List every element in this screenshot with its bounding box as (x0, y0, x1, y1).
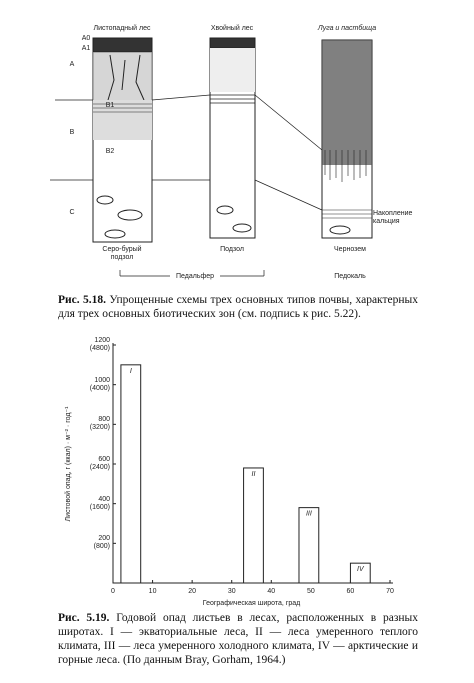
soil-label: Чернозем (334, 246, 366, 253)
bar-label: I (130, 368, 132, 375)
y-tick-label: 200 (800) (93, 535, 110, 551)
chernozem-layer (322, 40, 372, 165)
stone (96, 195, 114, 205)
bands (93, 103, 152, 113)
roots (107, 54, 145, 101)
stone (117, 209, 143, 221)
caption: Рис. 5.18. Упрощенные схемы трех основны… (58, 293, 418, 321)
caption-text: Годовой опад листьев в лесах, расположен… (58, 612, 419, 666)
group-brace (119, 270, 265, 277)
leached-layer (93, 52, 152, 100)
stone (232, 223, 252, 233)
horizon-label: B (70, 129, 75, 136)
group-label: Педокаль (334, 273, 366, 280)
horizon-label: A (70, 61, 75, 68)
x-tick-label: 60 (347, 588, 355, 595)
horizon-label: C (69, 209, 74, 216)
y-tick-label: 1200 (4800) (89, 337, 110, 352)
y-tick-label: 600 (2400) (89, 456, 110, 471)
bar-label: III (306, 511, 312, 518)
caption-number: Рис. 5.18. (58, 294, 106, 306)
bar (298, 507, 320, 584)
stone (216, 205, 234, 215)
y-axis-label: Листовой опад, г (ккал) · м⁻² · год⁻¹ (64, 406, 72, 522)
stone (104, 229, 126, 239)
calcium-label: Накопление кальция (373, 210, 413, 225)
bar-label: II (252, 471, 256, 478)
x-tick-label: 50 (307, 588, 315, 595)
column-title: Листопадный лес (93, 24, 151, 32)
connector-lines (50, 94, 323, 211)
caption-number: Рис. 5.19. (58, 612, 110, 624)
x-tick-label: 10 (149, 588, 157, 595)
bar (243, 467, 264, 584)
x-tick-label: 0 (111, 588, 115, 595)
humus-layer (92, 37, 153, 53)
horizon-label: B2 (106, 148, 115, 155)
bar (120, 364, 142, 584)
x-axis-label: Географическая широта, град (203, 600, 301, 607)
humus-layer (209, 37, 256, 49)
x-tick-label: 30 (228, 588, 236, 595)
horizon-label: A0 (82, 35, 91, 42)
b-layer (93, 100, 152, 140)
x-tick-label: 40 (267, 588, 275, 595)
column-title: Хвойный лес (211, 24, 254, 32)
calcium-bands (322, 209, 372, 215)
roots (324, 150, 367, 182)
group-label: Педальфер (176, 273, 214, 280)
bar-label: IV (357, 566, 365, 573)
soil-diagram (50, 37, 373, 277)
leached-layer (210, 48, 255, 92)
stone (329, 225, 351, 235)
x-tick-label: 70 (386, 588, 394, 595)
horizon-label: A1 (82, 45, 91, 52)
soil-label: Серо-бурый подзол (102, 246, 142, 261)
soil-label: Подзол (220, 246, 244, 253)
caption: Рис. 5.19. Годовой опад листьев в лесах,… (58, 611, 418, 667)
bar (349, 562, 371, 584)
y-tick-label: 800 (3200) (89, 416, 110, 432)
horizon-label: B1 (106, 102, 115, 109)
y-tick-label: 400 (1600) (89, 495, 110, 511)
y-tick-label: 1000 (4000) (89, 376, 110, 392)
x-tick-label: 20 (188, 588, 196, 595)
column-title: Луга и пастбища (317, 24, 376, 32)
bands (210, 94, 255, 104)
caption-text: Упрощенные схемы трех основных типов поч… (58, 294, 419, 320)
